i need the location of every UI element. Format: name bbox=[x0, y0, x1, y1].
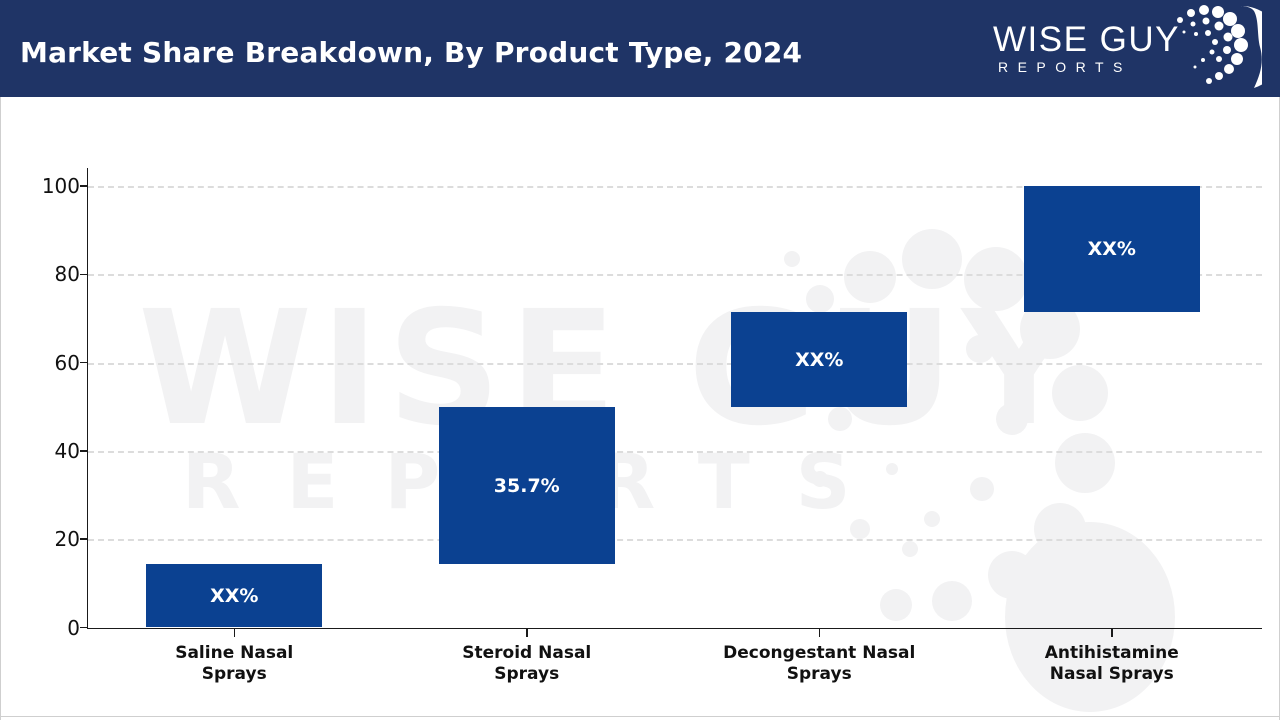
category-label-line: Nasal Sprays bbox=[1049, 663, 1174, 684]
y-tick-mark-0 bbox=[80, 626, 88, 629]
x-tick-mark-3 bbox=[818, 629, 820, 637]
y-tick-mark-60 bbox=[80, 361, 88, 364]
category-label-line: Decongestant Nasal bbox=[723, 642, 916, 663]
x-tick-mark-4 bbox=[1111, 629, 1113, 637]
category-label-1: Saline Nasal Sprays bbox=[94, 643, 374, 685]
chart: WISE GUY REPORTS 020406080100XX%35.7%XX%… bbox=[0, 97, 1280, 720]
header-bar: Market Share Breakdown, By Product Type,… bbox=[0, 0, 1280, 97]
y-tick-label-100: 100 bbox=[41, 174, 80, 198]
logo-face-dots-icon bbox=[1177, 4, 1280, 94]
page-border-left bbox=[0, 97, 1, 720]
category-label-line: Sprays bbox=[201, 663, 267, 684]
y-tick-mark-40 bbox=[80, 450, 88, 452]
category-label-3: Decongestant Nasal Sprays bbox=[679, 643, 959, 685]
category-label-line: Sprays bbox=[494, 663, 560, 684]
page-title: Market Share Breakdown, By Product Type,… bbox=[20, 36, 803, 69]
category-label-2: Steroid Nasal Sprays bbox=[387, 643, 667, 685]
category-label-line: Antihistamine bbox=[1044, 642, 1179, 663]
y-tick-mark-20 bbox=[80, 538, 88, 540]
bar-value-label: XX% bbox=[795, 348, 844, 371]
logo: WISE GUY REPORTS bbox=[992, 4, 1280, 94]
category-label-line: Saline Nasal bbox=[175, 642, 294, 663]
bar-value-label: XX% bbox=[1087, 238, 1136, 261]
bar-segment-2: 35.7% bbox=[438, 406, 615, 565]
category-label-line: Sprays bbox=[786, 663, 852, 684]
y-tick-label-0: 0 bbox=[67, 615, 80, 640]
logo-wordmark-line2: REPORTS bbox=[997, 59, 1132, 75]
x-axis-spine bbox=[86, 627, 1262, 629]
logo-wordmark: WISE GUY REPORTS bbox=[992, 20, 1180, 76]
watermark-dots-icon bbox=[750, 217, 1180, 721]
y-tick-label-20: 20 bbox=[54, 527, 80, 552]
y-axis-spine bbox=[86, 168, 88, 629]
y-tick-label-40: 40 bbox=[54, 438, 80, 463]
bar-segment-1: XX% bbox=[146, 564, 323, 628]
bar-value-label: 35.7% bbox=[493, 474, 560, 497]
category-label-line: Steroid Nasal bbox=[462, 642, 592, 663]
x-tick-mark-2 bbox=[526, 629, 528, 637]
category-label-4: Antihistamine Nasal Sprays bbox=[972, 643, 1252, 685]
bar-segment-4: XX% bbox=[1023, 186, 1200, 313]
page-border-bottom bbox=[0, 716, 1280, 717]
bar-value-label: XX% bbox=[210, 584, 259, 607]
gridline-40 bbox=[88, 450, 1262, 453]
y-tick-label-80: 80 bbox=[54, 262, 80, 287]
gridline-100 bbox=[88, 186, 1262, 188]
gridline-20 bbox=[88, 539, 1262, 542]
gridline-80 bbox=[88, 274, 1262, 277]
x-tick-mark-1 bbox=[233, 629, 235, 637]
y-tick-mark-80 bbox=[80, 273, 88, 276]
logo-wordmark-line1: WISE GUY bbox=[992, 20, 1180, 59]
bar-segment-3: XX% bbox=[731, 312, 908, 407]
gridline-60 bbox=[88, 362, 1262, 365]
y-tick-mark-100 bbox=[80, 185, 88, 187]
y-tick-label-60: 60 bbox=[54, 350, 80, 375]
